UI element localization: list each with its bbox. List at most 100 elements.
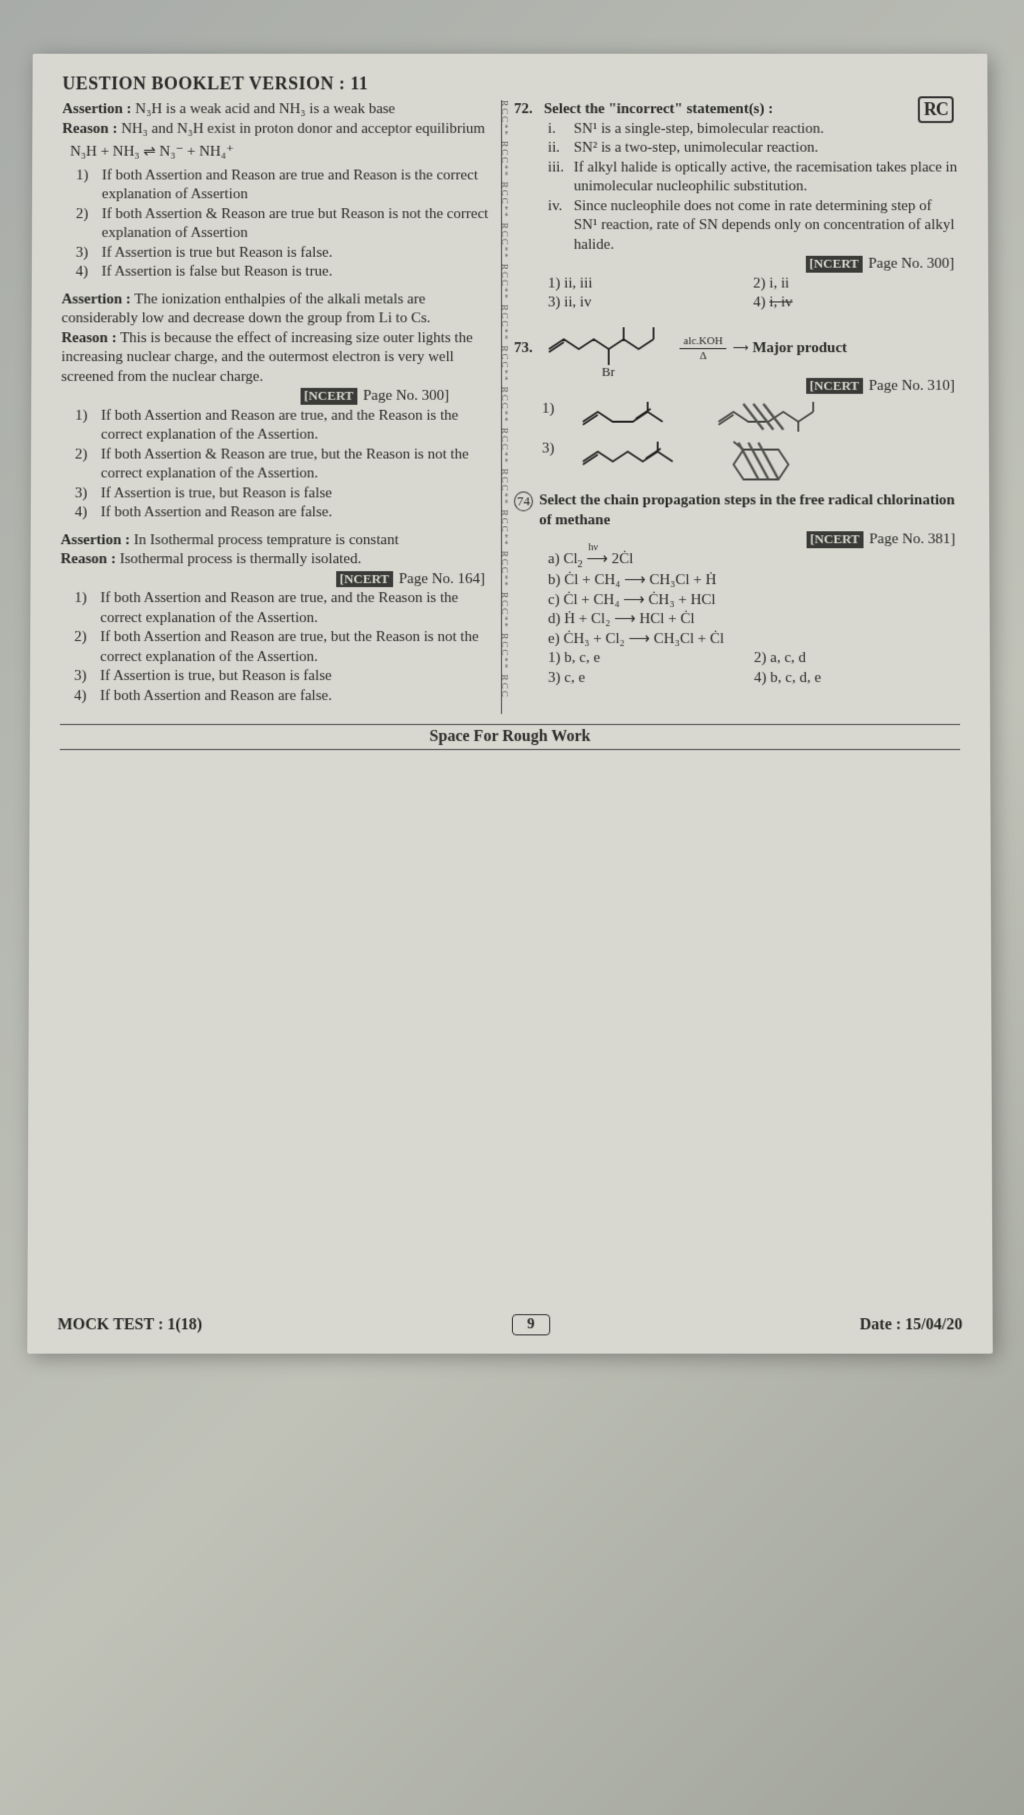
ans-text: c, e bbox=[564, 670, 585, 686]
q-num: 73. bbox=[514, 339, 544, 358]
label: Assertion : bbox=[61, 532, 131, 548]
question-assertion-3: Assertion : In Isothermal process tempra… bbox=[60, 531, 489, 706]
text: This is because the effect of increasing… bbox=[61, 330, 473, 385]
q-title: Select the chain propagation steps in th… bbox=[539, 491, 959, 530]
label: Assertion : bbox=[62, 291, 131, 307]
text: In Isothermal process temprature is cons… bbox=[134, 532, 399, 548]
ans-num: 4) bbox=[753, 295, 765, 311]
ans-num: 2) bbox=[754, 650, 767, 666]
svg-text:Br: Br bbox=[602, 364, 616, 377]
opt-num: 1) bbox=[75, 406, 101, 445]
r-num: iii. bbox=[548, 158, 574, 197]
ans-num: 1) bbox=[548, 650, 561, 666]
question-74: 74 Select the chain propagation steps in … bbox=[514, 491, 960, 688]
option-4-struck bbox=[724, 440, 824, 484]
question-72: 72.Select the "incorrect" statement(s) :… bbox=[514, 100, 959, 313]
opt-num: 2) bbox=[75, 445, 101, 484]
option-3-structure bbox=[578, 440, 708, 474]
ncert-ref: Page No. 310] bbox=[869, 377, 955, 393]
opt-num: 4) bbox=[74, 687, 100, 706]
opt-num: 4) bbox=[75, 503, 101, 522]
opt-num: 1) bbox=[542, 400, 562, 419]
opt-num: 2) bbox=[76, 205, 102, 244]
eq: Ċl + CH₄ ⟶ ĊH₃ + HCl bbox=[563, 592, 715, 608]
eq: Ċl + CH₄ ⟶ CH₃Cl + Ḣ bbox=[564, 572, 716, 588]
r-text: SN¹ is a single-step, bimolecular reacti… bbox=[574, 120, 958, 139]
opt-text: If Assertion is true, but Reason is fals… bbox=[100, 667, 489, 686]
rc-badge: RC bbox=[918, 96, 954, 123]
label: Reason : bbox=[61, 551, 116, 567]
footer-right: Date : 15/04/20 bbox=[860, 1316, 963, 1334]
ncert-badge: [NCERT bbox=[806, 531, 863, 548]
text: Isothermal process is thermally isolated… bbox=[120, 551, 362, 567]
rcc-watermark: RCC** RCC** RCC** RCC** RCC** RCC** RCC*… bbox=[494, 100, 510, 714]
eq-num: d) bbox=[548, 611, 560, 627]
ans-text: ii, iii bbox=[564, 275, 592, 291]
page-footer: MOCK TEST : 1(18) 9 Date : 15/04/20 bbox=[58, 1314, 963, 1335]
ncert-ref: Page No. 381] bbox=[869, 531, 955, 547]
ans-num: 1) bbox=[548, 275, 560, 291]
label: Reason : bbox=[61, 330, 116, 346]
rough-work-header: Space For Rough Work bbox=[60, 724, 960, 750]
opt-text: If both Assertion and Reason are true, a… bbox=[100, 589, 489, 628]
label: Reason : bbox=[62, 121, 117, 137]
eq: ĊH₃ + Cl₂ ⟶ CH₃Cl + Ċl bbox=[563, 631, 724, 647]
ans-text: b, c, d, e bbox=[770, 670, 821, 686]
opt-text: If both Assertion and Reason are false. bbox=[100, 687, 489, 706]
ncert-ref: Page No. 300] bbox=[363, 388, 449, 404]
exam-page: UESTION BOOKLET VERSION : 11 Assertion :… bbox=[27, 54, 992, 1354]
page-number: 9 bbox=[512, 1314, 550, 1335]
ans-text: a, c, d bbox=[770, 650, 806, 666]
q-num-circled: 74 bbox=[514, 491, 533, 511]
option-2-struck bbox=[713, 400, 843, 436]
ans-text: b, c, e bbox=[564, 650, 600, 666]
eq-num: b) bbox=[548, 572, 560, 588]
ncert-badge: [NCERT bbox=[805, 256, 862, 273]
footer-left: MOCK TEST : 1(18) bbox=[58, 1316, 203, 1334]
eq-num: e) bbox=[548, 631, 560, 647]
ncert-badge: [NCERT bbox=[336, 571, 393, 588]
opt-num: 3) bbox=[76, 243, 102, 262]
r-num: iv. bbox=[548, 197, 574, 255]
text: NH₃ and N₃H exist in proton donor and ac… bbox=[121, 121, 485, 137]
ncert-badge: [NCERT bbox=[300, 388, 357, 405]
q-num: 72. bbox=[514, 100, 544, 119]
eq-num: a) bbox=[548, 551, 560, 567]
opt-text: If both Assertion & Reason are true, but… bbox=[101, 445, 489, 484]
ans-num: 3) bbox=[548, 670, 561, 686]
opt-num: 3) bbox=[542, 440, 562, 459]
product-label: Major product bbox=[752, 339, 847, 358]
opt-text: If Assertion is true but Reason is false… bbox=[102, 243, 490, 262]
r-num: i. bbox=[548, 120, 574, 139]
eq: Ḣ + Cl₂ ⟶ HCl + Ċl bbox=[564, 611, 694, 627]
r-text: SN² is a two-step, unimolecular reaction… bbox=[574, 139, 958, 158]
opt-text: If both Assertion & Reason are true but … bbox=[102, 205, 489, 244]
opt-num: 3) bbox=[75, 484, 101, 503]
ncert-ref: Page No. 300] bbox=[868, 256, 954, 272]
reaction-arrow: alc.KOH Δ bbox=[679, 334, 726, 363]
right-column: RCC** RCC** RCC** RCC** RCC** RCC** RCC*… bbox=[501, 100, 960, 714]
ans-num: 3) bbox=[548, 295, 560, 311]
booklet-header: UESTION BOOKLET VERSION : 11 bbox=[62, 74, 957, 95]
opt-text: If both Assertion and Reason are false. bbox=[101, 503, 489, 522]
ncert-badge: [NCERT bbox=[806, 377, 863, 394]
q-title: Select the "incorrect" statement(s) : bbox=[544, 100, 773, 119]
ans-text: i, ii bbox=[769, 275, 789, 291]
opt-num: 1) bbox=[76, 166, 102, 205]
columns-container: Assertion : N₃H is a weak acid and NH₃ i… bbox=[60, 100, 960, 714]
opt-text: If Assertion is false but Reason is true… bbox=[101, 263, 489, 282]
eq-num: c) bbox=[548, 592, 560, 608]
ans-num: 4) bbox=[754, 670, 767, 686]
opt-num: 1) bbox=[74, 589, 100, 628]
question-assertion-1: Assertion : N₃H is a weak acid and NH₃ i… bbox=[62, 100, 489, 282]
question-73: 73. Br alc.KOH Δ bbox=[514, 321, 959, 484]
opt-num: 4) bbox=[76, 263, 102, 282]
left-column: Assertion : N₃H is a weak acid and NH₃ i… bbox=[60, 100, 501, 714]
r-text: Since nucleophile does not come in rate … bbox=[574, 197, 959, 255]
r-text: If alkyl halide is optically active, the… bbox=[574, 158, 958, 197]
opt-text: If both Assertion and Reason are true, a… bbox=[101, 406, 489, 445]
label: Assertion : bbox=[62, 101, 131, 117]
ncert-ref: Page No. 164] bbox=[399, 571, 485, 587]
opt-num: 2) bbox=[74, 628, 100, 667]
opt-text: If both Assertion and Reason are true an… bbox=[102, 166, 489, 205]
